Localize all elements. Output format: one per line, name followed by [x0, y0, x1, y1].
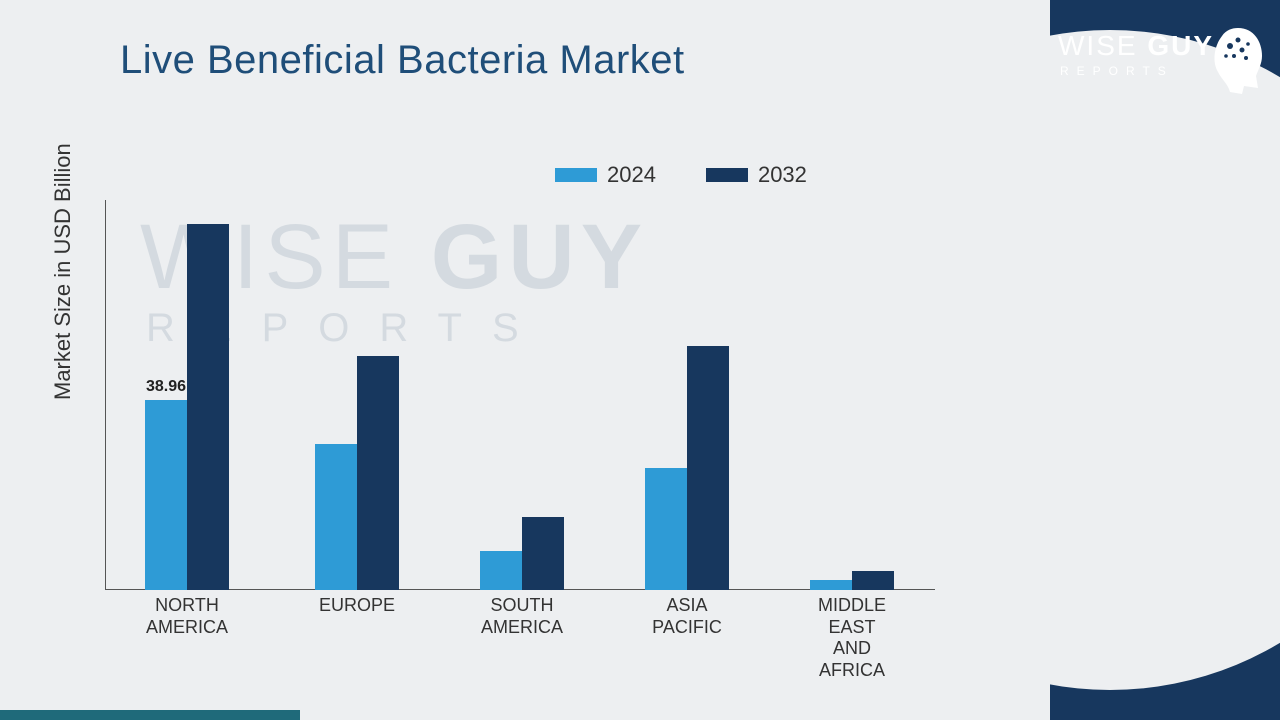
legend: 2024 2032 [555, 162, 807, 188]
category-label: MIDDLEEASTANDAFRICA [782, 595, 922, 681]
category-label: NORTHAMERICA [117, 595, 257, 638]
bar [145, 400, 187, 590]
head-icon [1208, 26, 1264, 94]
chart-title: Live Beneficial Bacteria Market [120, 38, 685, 83]
bar [687, 346, 729, 590]
bar [187, 224, 229, 590]
bar [315, 444, 357, 590]
category-label: EUROPE [287, 595, 427, 617]
legend-swatch-2032 [706, 168, 748, 182]
bar [357, 356, 399, 590]
legend-label: 2032 [758, 162, 807, 188]
bottom-accent-bar [0, 710, 300, 720]
legend-label: 2024 [607, 162, 656, 188]
y-axis-label: Market Size in USD Billion [50, 143, 76, 400]
category-label: ASIAPACIFIC [617, 595, 757, 638]
category-label: SOUTHAMERICA [452, 595, 592, 638]
legend-item: 2032 [706, 162, 807, 188]
legend-item: 2024 [555, 162, 656, 188]
chart-plot-area: 38.96 [105, 200, 935, 590]
brand-logo: WISE GUY REPORTS [1058, 30, 1258, 78]
bar [645, 468, 687, 590]
bar [852, 571, 894, 591]
bar [522, 517, 564, 590]
bar [480, 551, 522, 590]
bar [810, 580, 852, 590]
legend-swatch-2024 [555, 168, 597, 182]
